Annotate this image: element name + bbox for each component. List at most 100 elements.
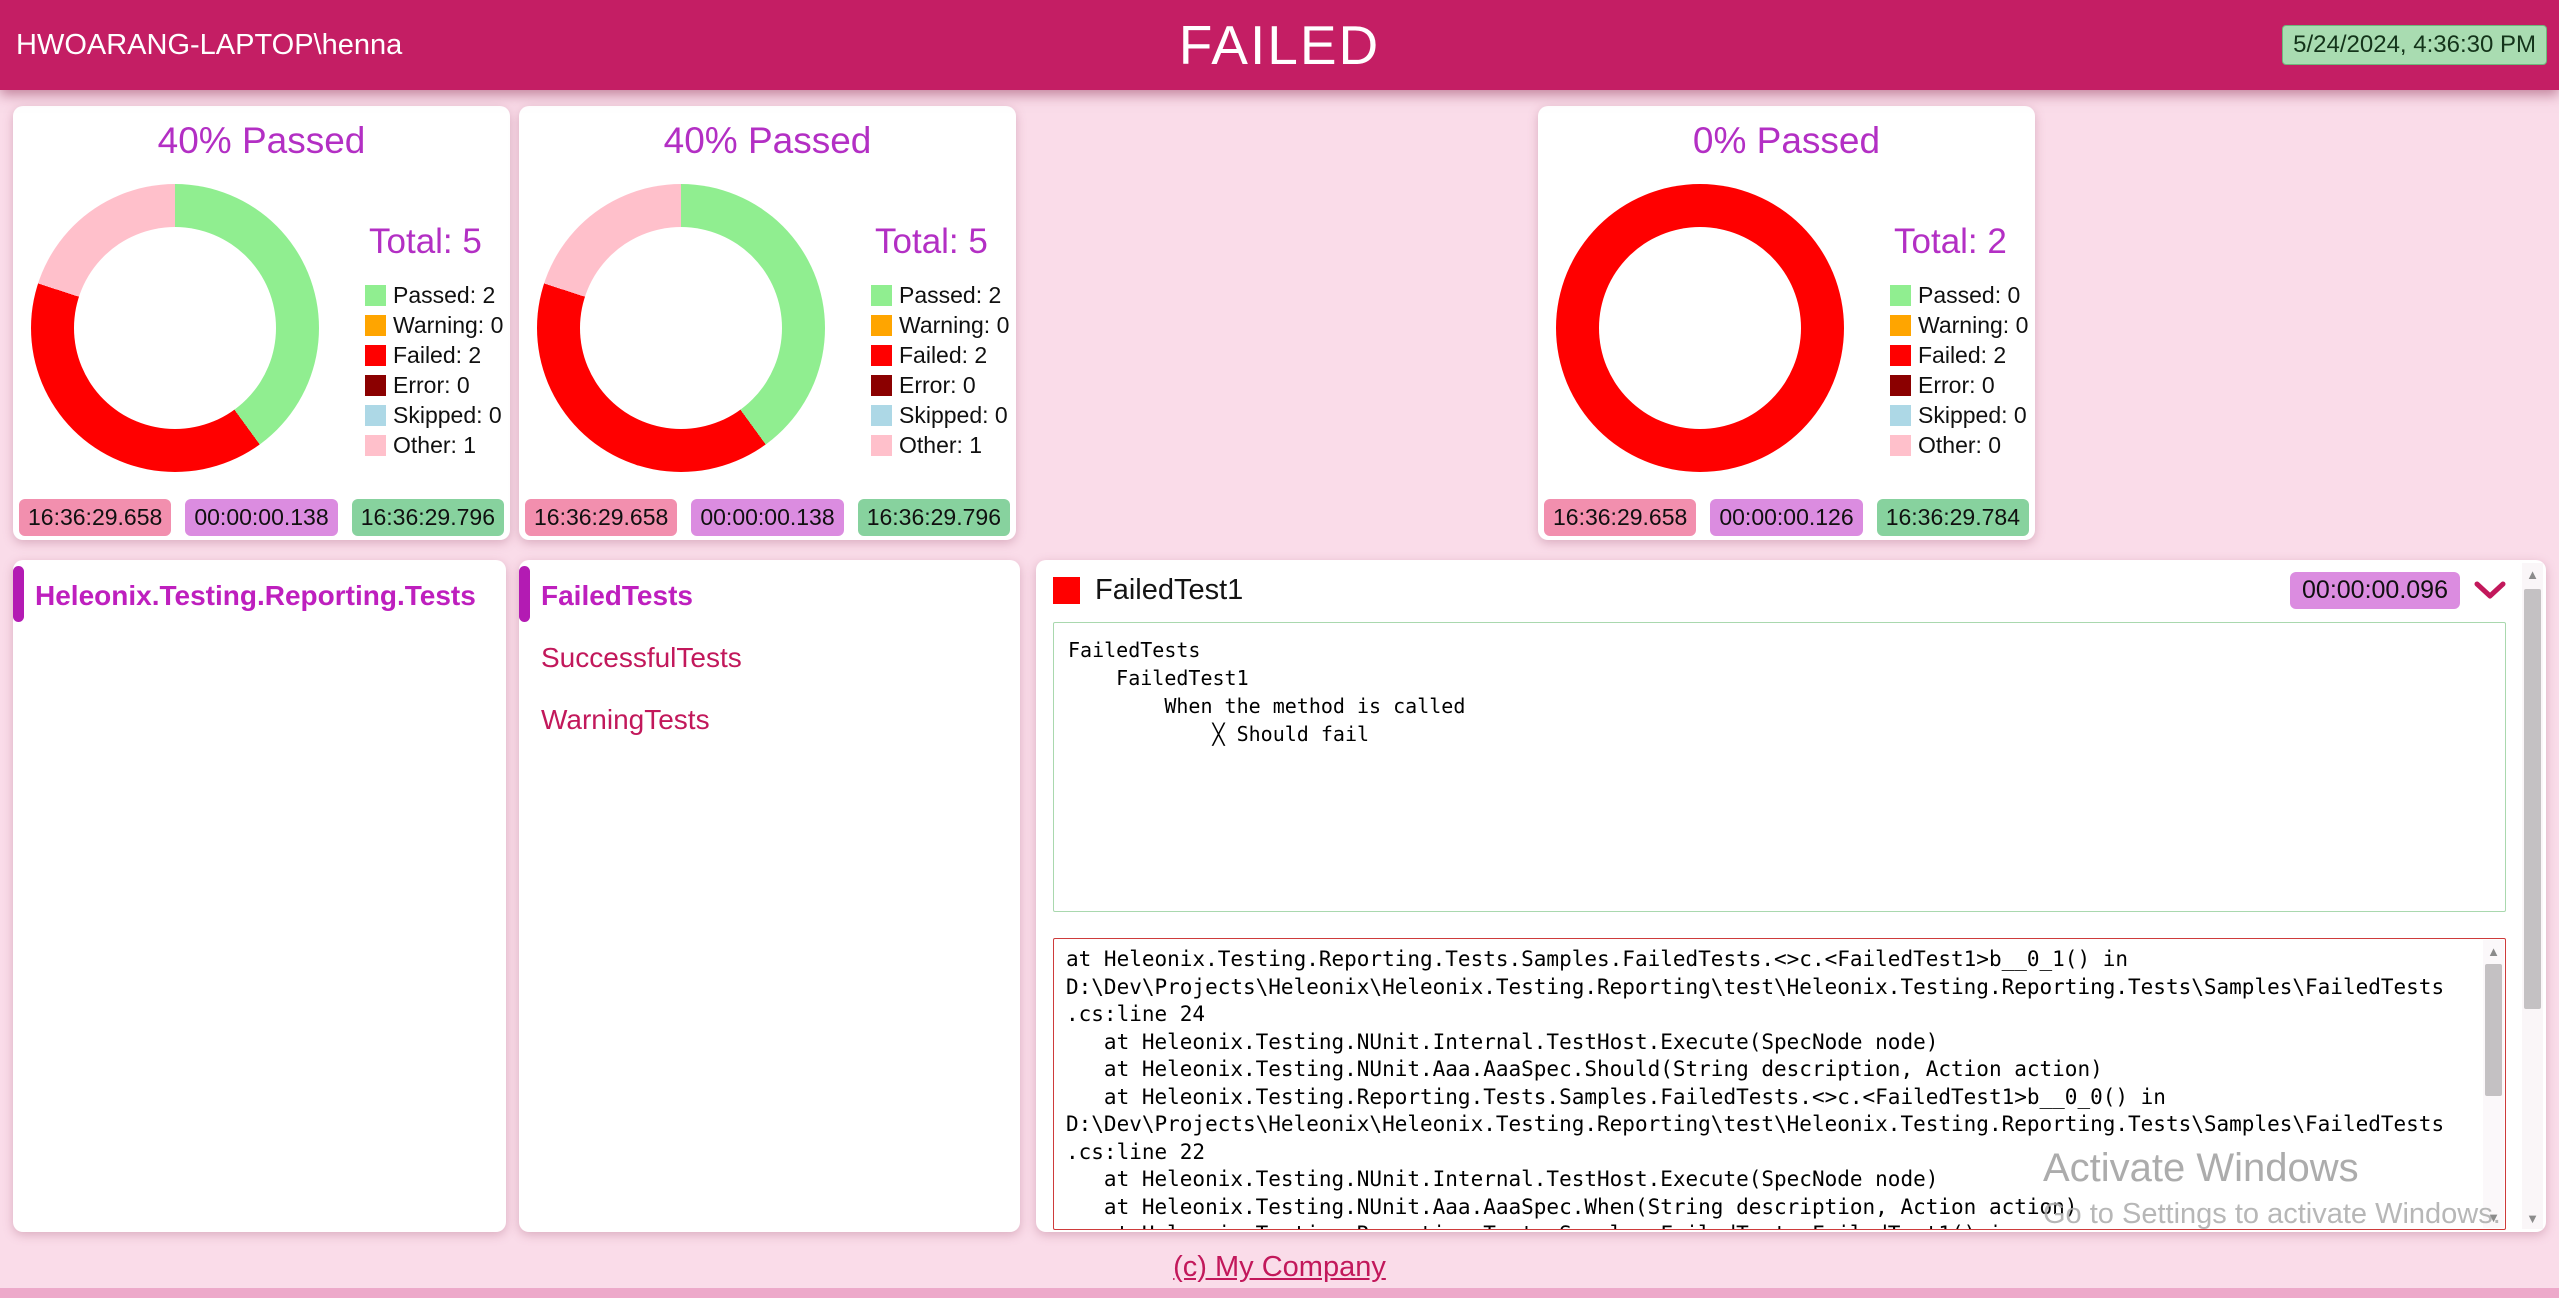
legend-label: Error: 0 [899, 372, 976, 398]
test-detail-panel: FailedTest1 00:00:00.096 FailedTests Fai… [1036, 560, 2546, 1232]
legend-swatch [871, 435, 892, 456]
legend: Passed: 2 Warning: 0 Failed: 2 Error: 0 … [365, 282, 507, 459]
bottom-strip [0, 1288, 2559, 1298]
card-title: 0% Passed [1692, 120, 1881, 161]
legend-item: Other: 1 [871, 432, 1013, 459]
scroll-up-icon[interactable]: ▲ [2487, 943, 2500, 959]
legend-label: Passed: 2 [393, 282, 496, 308]
test-detail-header: FailedTest1 00:00:00.096 [1053, 572, 2506, 609]
assembly-item[interactable]: Heleonix.Testing.Reporting.Tests [13, 564, 506, 626]
legend-item: Skipped: 0 [871, 402, 1013, 429]
scrollbar-thumb[interactable] [2485, 964, 2502, 1096]
legend-label: Other: 0 [1918, 432, 2002, 458]
legend-label: Passed: 0 [1918, 282, 2021, 308]
nav-item-label: FailedTests [541, 580, 693, 611]
legend-swatch [871, 375, 892, 396]
scrollbar-thumb[interactable] [2524, 589, 2541, 1009]
scroll-up-icon[interactable]: ▲ [2526, 566, 2539, 582]
assembly-panel: Heleonix.Testing.Reporting.Tests [13, 560, 506, 1232]
company-link[interactable]: (c) My Company [1173, 1251, 1386, 1283]
legend-label: Failed: 2 [899, 342, 988, 368]
summary-card: 0% Passed Total: 2 Passed: 0 Warning: 0 … [1538, 106, 2035, 540]
stack-trace-text: at Heleonix.Testing.Reporting.Tests.Samp… [1066, 947, 2445, 1229]
legend-item: Failed: 2 [1890, 342, 2032, 369]
legend-item: Skipped: 0 [365, 402, 507, 429]
card-stats: Total: 5 Passed: 2 Warning: 0 Failed: 2 … [871, 222, 1013, 462]
assembly-item-label: Heleonix.Testing.Reporting.Tests [35, 580, 476, 611]
header-bar: HWOARANG-LAPTOP\henna FAILED 5/24/2024, … [0, 0, 2559, 90]
footer: (c) My Company [0, 1251, 2559, 1284]
legend-label: Warning: 0 [899, 312, 1010, 338]
legend-label: Passed: 2 [899, 282, 1002, 308]
summary-card: 40% Passed Total: 5 Passed: 2 Warning: 0… [13, 106, 510, 540]
legend-label: Other: 1 [899, 432, 983, 458]
legend-label: Warning: 0 [393, 312, 504, 338]
stack-trace-box[interactable]: at Heleonix.Testing.Reporting.Tests.Samp… [1053, 938, 2506, 1230]
duration-badge: 00:00:00.138 [185, 499, 338, 536]
legend-swatch [1890, 435, 1911, 456]
end-time-badge: 16:36:29.784 [1876, 499, 2029, 536]
legend: Passed: 0 Warning: 0 Failed: 2 Error: 0 … [1890, 282, 2032, 459]
legend-item: Warning: 0 [871, 312, 1013, 339]
nav-item[interactable]: SuccessfulTests [519, 626, 1020, 688]
legend-label: Other: 1 [393, 432, 477, 458]
card-title: 40% Passed [663, 120, 872, 161]
legend-item: Other: 1 [365, 432, 507, 459]
machine-user: HWOARANG-LAPTOP\henna [16, 28, 403, 61]
legend-swatch [1890, 375, 1911, 396]
duration-badge: 00:00:00.138 [691, 499, 844, 536]
legend-swatch [1890, 345, 1911, 366]
test-name: FailedTest1 [1095, 574, 1244, 606]
legend-swatch [871, 345, 892, 366]
nav-item[interactable]: FailedTests [519, 564, 1020, 626]
donut-chart [537, 184, 825, 472]
end-time-badge: 16:36:29.796 [351, 499, 504, 536]
total-label: Total: 5 [369, 222, 482, 261]
card-times: 16:36:29.658 00:00:00.126 16:36:29.784 [1544, 499, 2029, 536]
legend-label: Skipped: 0 [899, 402, 1008, 428]
total-label: Total: 5 [875, 222, 988, 261]
legend-swatch [365, 375, 386, 396]
nav-item-label: SuccessfulTests [541, 642, 742, 673]
legend-swatch [365, 285, 386, 306]
total-label: Total: 2 [1894, 222, 2007, 261]
donut-chart [1556, 184, 1844, 472]
legend-swatch [1890, 315, 1911, 336]
start-time-badge: 16:36:29.658 [525, 499, 678, 536]
end-time-badge: 16:36:29.796 [857, 499, 1010, 536]
legend-item: Error: 0 [1890, 372, 2032, 399]
card-times: 16:36:29.658 00:00:00.138 16:36:29.796 [525, 499, 1010, 536]
card-stats: Total: 2 Passed: 0 Warning: 0 Failed: 2 … [1890, 222, 2032, 462]
stack-trace-scrollbar[interactable]: ▲ ▼ [2483, 940, 2504, 1228]
nav-item-label: WarningTests [541, 704, 710, 735]
legend-label: Error: 0 [393, 372, 470, 398]
legend-item: Error: 0 [871, 372, 1013, 399]
test-output-box: FailedTests FailedTest1 When the method … [1053, 622, 2506, 912]
legend-item: Error: 0 [365, 372, 507, 399]
nav-item[interactable]: WarningTests [519, 688, 1020, 750]
legend-item: Passed: 0 [1890, 282, 2032, 309]
test-output-text: FailedTests FailedTest1 When the method … [1068, 638, 1466, 746]
legend-swatch [871, 405, 892, 426]
collapse-chevron-icon[interactable] [2474, 581, 2506, 601]
start-time-badge: 16:36:29.658 [19, 499, 172, 536]
overall-status: FAILED [1178, 14, 1381, 76]
report-datetime-badge: 5/24/2024, 4:36:30 PM [2282, 25, 2547, 65]
scroll-down-icon[interactable]: ▼ [2526, 1210, 2539, 1226]
legend-swatch [871, 315, 892, 336]
legend-swatch [365, 405, 386, 426]
legend-item: Warning: 0 [1890, 312, 2032, 339]
legend-label: Error: 0 [1918, 372, 1995, 398]
middle-panel-list: FailedTests SuccessfulTests WarningTests [519, 560, 1020, 750]
legend-label: Skipped: 0 [393, 402, 502, 428]
legend-swatch [365, 345, 386, 366]
legend-label: Warning: 0 [1918, 312, 2029, 338]
scroll-down-icon[interactable]: ▼ [2487, 1209, 2500, 1225]
detail-panel-scrollbar[interactable]: ▲ ▼ [2522, 563, 2543, 1229]
legend-label: Failed: 2 [393, 342, 482, 368]
assembly-list: Heleonix.Testing.Reporting.Tests [13, 560, 506, 626]
summary-card: 40% Passed Total: 5 Passed: 2 Warning: 0… [519, 106, 1016, 540]
legend-swatch [1890, 285, 1911, 306]
test-duration-badge: 00:00:00.096 [2290, 572, 2460, 609]
card-stats: Total: 5 Passed: 2 Warning: 0 Failed: 2 … [365, 222, 507, 462]
